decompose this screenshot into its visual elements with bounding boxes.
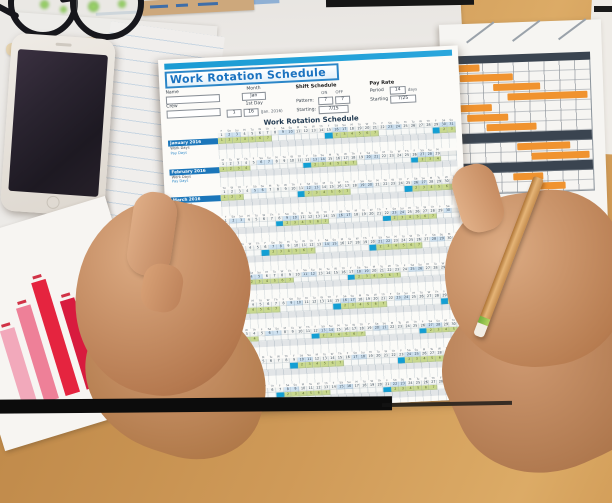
day-cell: 20 (377, 410, 385, 413)
work-span-cell (446, 412, 454, 414)
day-cell: 25 (415, 408, 423, 413)
day-cell: 15 (339, 412, 347, 413)
bar-label-mark (1, 322, 10, 328)
weekday-cell: W (293, 411, 301, 413)
weekday-cell: F (308, 411, 316, 414)
gantt-bar (460, 73, 513, 82)
weekday-cell: Tu (392, 407, 400, 410)
gantt-bar (456, 104, 492, 112)
day-cell: 19 (369, 411, 377, 414)
smartphone (0, 33, 116, 218)
green-bokeh-light (118, 0, 126, 8)
period-label: Period (370, 88, 388, 95)
pay-start-label: Starting (370, 97, 388, 104)
day-cell: 13 (324, 413, 332, 414)
day-cell: 23 (400, 409, 408, 413)
month-firstday-fields: Month Jan 1st Day 1 16 (Jan. 2016) (225, 85, 282, 119)
work-span-cell (439, 412, 447, 413)
off-label: OFF (333, 89, 346, 96)
day-cell: 21 (385, 410, 393, 414)
period-field: 14 (390, 86, 406, 95)
weekday-cell: Tu (285, 412, 293, 414)
name-crew-fields: Name Crew (166, 88, 221, 122)
shift-start-label: Starting: (297, 107, 317, 114)
day-cell: 26 (423, 408, 431, 413)
day-cell: 18 (362, 411, 370, 413)
gantt-diagonal-label (466, 21, 494, 43)
shift-start-field: 7/15 (318, 105, 348, 114)
weekday-cell: Th (300, 411, 308, 413)
weekday-cell: Sa (262, 413, 270, 414)
work-span-cell (431, 413, 439, 414)
day-cell: 27 (431, 408, 439, 413)
pay-rate-section: Pay Rate Period 14 days Starting 7/25 (369, 78, 418, 111)
pattern-on-field: 7 (318, 96, 333, 105)
first-day-field-1: 1 (227, 109, 242, 118)
gantt-bar (467, 114, 509, 122)
period-units: days (408, 86, 418, 92)
shift-schedule-section: Shift Schedule ON OFF Pattern: 7 7 Start… (295, 82, 350, 116)
bar-label-mark (32, 274, 41, 280)
gantt-bar (518, 141, 571, 150)
phone-speaker (56, 43, 72, 47)
month-field: Jan (242, 92, 266, 101)
green-bokeh-light (40, 0, 49, 9)
green-bokeh-light (88, 1, 99, 12)
gantt-diagonal-label (558, 18, 586, 40)
pay-days-row-label: Pay Days (170, 177, 220, 184)
pay-days-row-label: Pay Days (168, 149, 218, 156)
gantt-bar (487, 123, 537, 132)
bar-label-mark (17, 300, 26, 306)
day-cell: 17 (354, 411, 362, 413)
day-cell: 28 (438, 407, 446, 412)
gantt-bar (493, 82, 540, 91)
first-day-note: (Jan. 2016) (261, 108, 283, 115)
pattern-off-field: 7 (335, 96, 350, 105)
gantt-bar (508, 91, 588, 101)
on-label: ON (318, 90, 331, 97)
day-cell: 14 (331, 413, 339, 414)
phone-home-button (46, 195, 60, 209)
green-bokeh-light (60, 6, 67, 13)
phone-screen (8, 49, 108, 197)
gantt-bar (532, 151, 590, 160)
weekday-cell: Su (270, 413, 278, 414)
dark-object-edge-bottom (0, 396, 392, 413)
pay-start-field: 7/25 (390, 94, 416, 103)
day-cell: 16 (347, 412, 355, 414)
weekday-cell: M (277, 412, 285, 413)
first-day-field-2: 16 (243, 108, 258, 117)
day-cell: 24 (408, 409, 416, 414)
day-cell: 22 (392, 410, 400, 414)
gantt-diagonal-label (512, 20, 540, 42)
dark-mark-top-right (594, 6, 612, 12)
bar-label-mark (61, 292, 70, 298)
pattern-label: Pattern: (296, 98, 316, 105)
